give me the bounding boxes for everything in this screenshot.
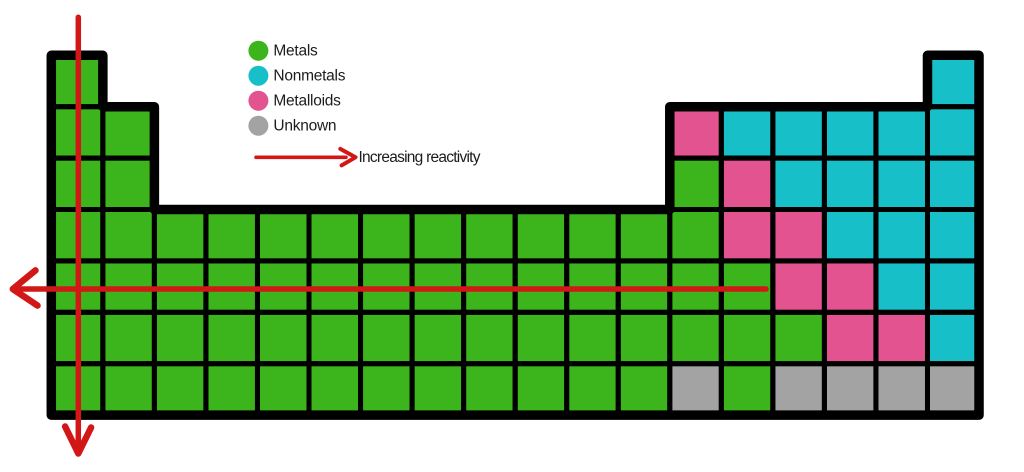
- svg-text:Nonmetals: Nonmetals: [273, 68, 345, 85]
- svg-text:Metalloids: Metalloids: [273, 93, 341, 110]
- svg-text:Unknown: Unknown: [273, 118, 336, 135]
- svg-text:Increasing reactivity: Increasing reactivity: [359, 149, 481, 166]
- svg-text:Metals: Metals: [273, 43, 318, 60]
